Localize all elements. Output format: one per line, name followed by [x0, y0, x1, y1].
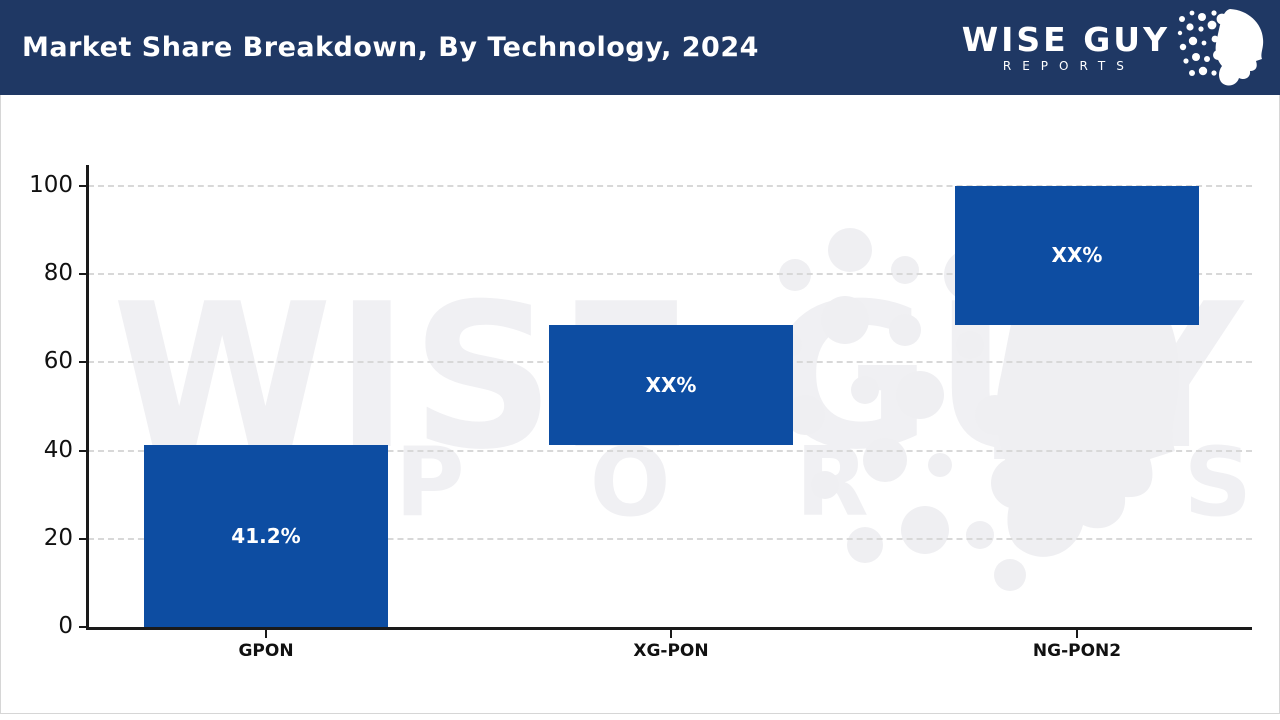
gridline: [88, 537, 1252, 540]
header-bar: Market Share Breakdown, By Technology, 2…: [0, 0, 1280, 95]
y-tick-mark: [79, 185, 88, 187]
brand-logo: WISE GUY REPORTS: [962, 7, 1280, 89]
bar-value-label: 41.2%: [231, 524, 301, 549]
brand-subname: REPORTS: [1002, 58, 1135, 73]
y-tick-mark: [79, 537, 88, 540]
y-axis-line: [86, 165, 89, 630]
gridline: [88, 273, 1252, 276]
bar-value-label: XX%: [1051, 243, 1103, 268]
x-axis-category-label: GPON: [238, 641, 294, 661]
brand-logo-text: WISE GUY REPORTS: [962, 23, 1170, 73]
chart-title: Market Share Breakdown, By Technology, 2…: [22, 32, 759, 63]
x-tick-mark: [265, 629, 267, 638]
x-tick-mark: [1076, 629, 1078, 638]
y-tick-mark: [79, 273, 88, 276]
y-tick-mark: [79, 449, 88, 452]
bar-ng-pon2: XX%: [955, 186, 1199, 325]
y-tick-mark: [79, 626, 88, 628]
x-axis-line: [88, 627, 1252, 630]
gridline: [88, 185, 1252, 187]
y-tick-label: 60: [43, 348, 73, 375]
x-axis-category-label: NG-PON2: [1032, 641, 1122, 661]
bar-value-label: XX%: [645, 373, 697, 398]
x-tick-mark: [670, 629, 672, 638]
y-tick-label: 80: [43, 260, 73, 287]
gridline: [88, 449, 1252, 452]
x-axis-category-label: XG-PON: [633, 641, 709, 661]
face-profile-dots-icon: [1177, 8, 1264, 85]
y-tick-label: 40: [43, 436, 73, 463]
y-tick-label: 100: [29, 172, 73, 198]
y-tick-mark: [79, 361, 88, 364]
brand-name: WISE GUY: [961, 19, 1170, 59]
bar-gpon: 41.2%: [144, 445, 388, 627]
y-tick-label: 0: [58, 613, 73, 639]
y-tick-label: 20: [43, 524, 73, 551]
bar-xg-pon: XX%: [549, 324, 793, 446]
